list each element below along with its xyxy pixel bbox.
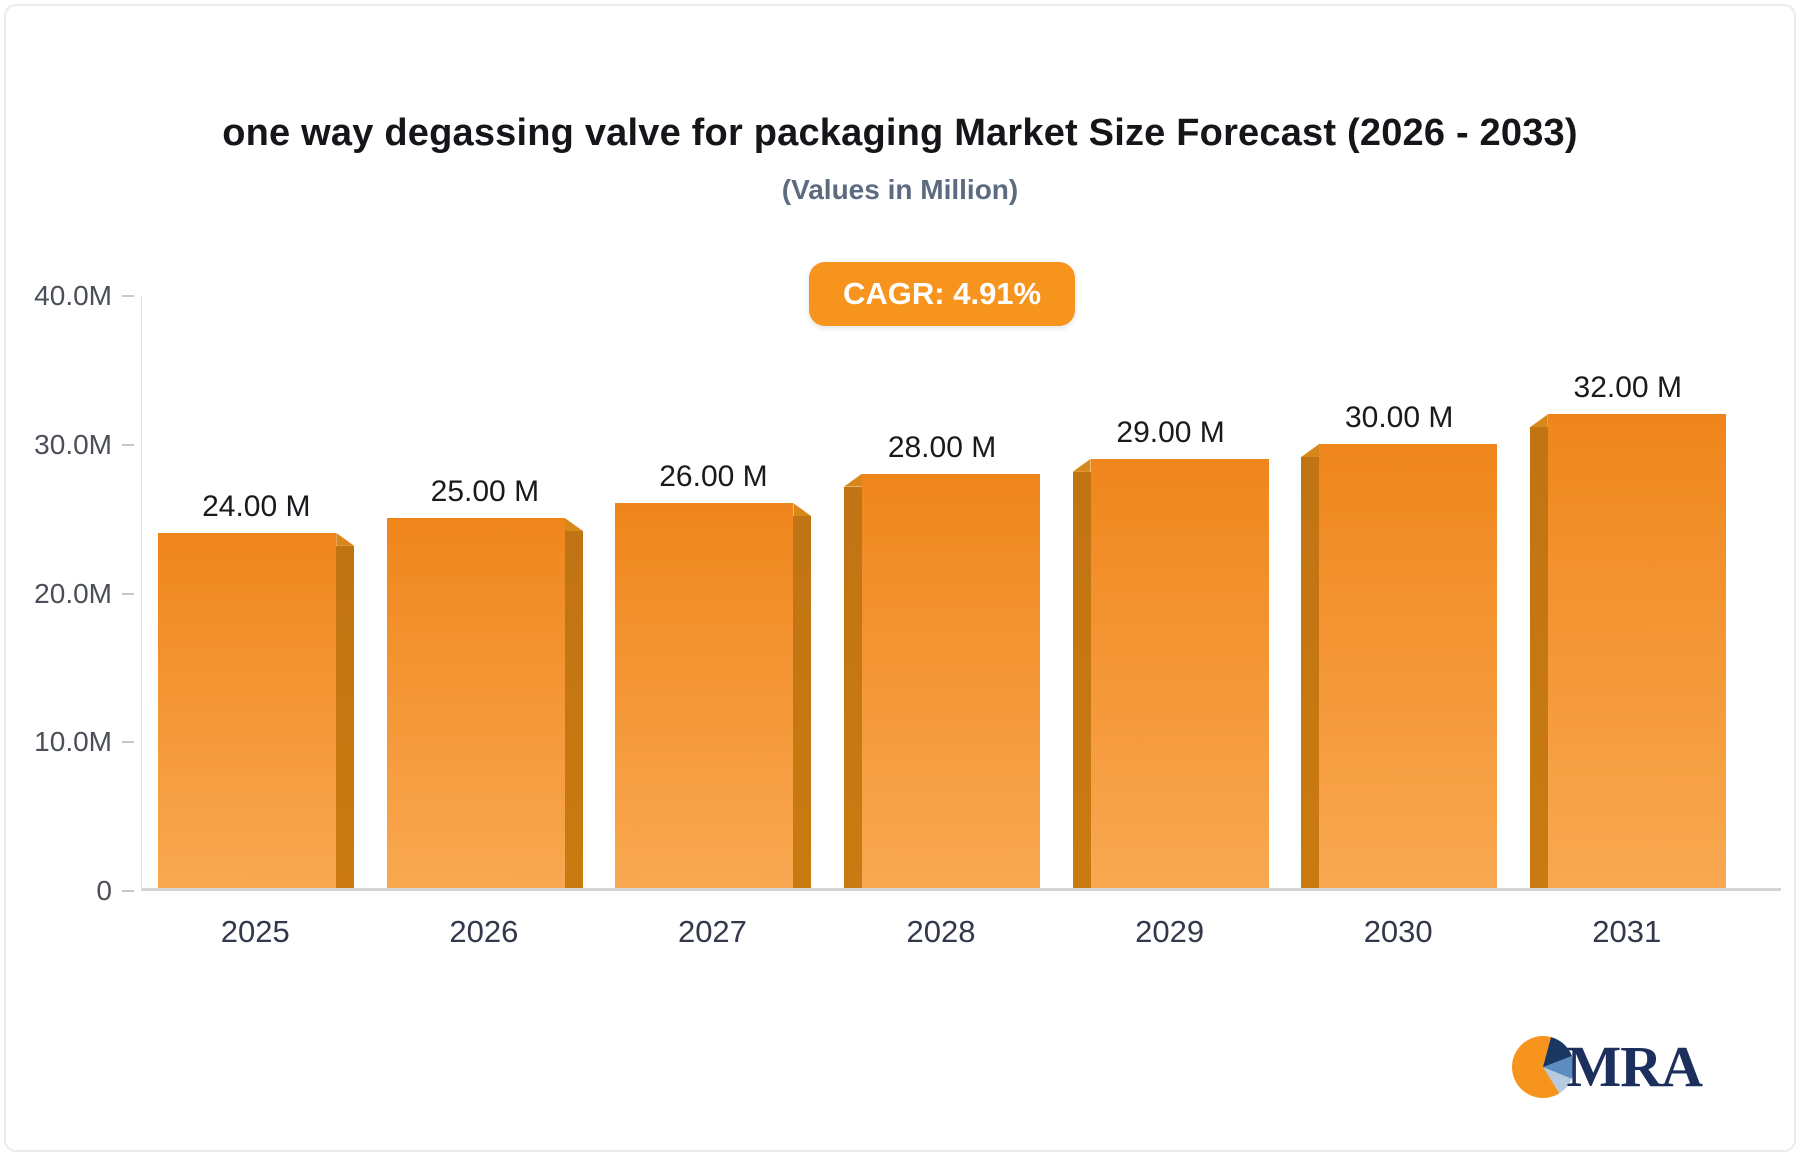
y-tick-label: 20.0M — [34, 577, 112, 609]
bars-container: 24.00 M 25.00 M 26.00 M 28.00 M 29.00 M 30.00… — [142, 296, 1742, 888]
bar-front-face — [1547, 414, 1726, 888]
bar-group-2029: 29.00 M — [1056, 296, 1285, 888]
bar-group-2026: 25.00 M — [371, 296, 600, 888]
y-tick-mark — [122, 592, 134, 595]
y-tick-10.0M: 10.0M — [34, 726, 134, 758]
y-tick-mark — [122, 741, 134, 744]
bar-value-label-2029: 29.00 M — [1116, 415, 1225, 449]
bar-2031 — [1529, 414, 1726, 888]
bar-side-face — [844, 486, 863, 888]
plot-area: 24.00 M 25.00 M 26.00 M 28.00 M 29.00 M 30.00… — [141, 296, 1781, 891]
brand-logo: MRA — [1512, 1034, 1703, 1099]
bar-value-label-2028: 28.00 M — [887, 430, 997, 464]
y-tick-mark — [122, 295, 134, 297]
chart-subtitle: (Values in Million) — [781, 174, 1019, 205]
y-tick-label: 30.0M — [34, 428, 112, 460]
bar-group-2028: 28.00 M — [828, 296, 1057, 888]
y-tick-mark — [122, 443, 134, 446]
bar-top-face — [1072, 458, 1091, 472]
y-tick-40.0M: 40.0M — [34, 280, 134, 312]
y-tick-30.0M: 30.0M — [34, 429, 134, 461]
page-title: one way degassing valve for packaging Ma… — [222, 112, 1578, 154]
bar-front-face — [1090, 458, 1269, 888]
x-axis-label-2028: 2028 — [906, 914, 976, 949]
bar-group-2025: 24.00 M — [142, 296, 371, 888]
bar-side-face — [336, 545, 355, 888]
bar-front-face — [386, 518, 565, 888]
x-axis-label-2027: 2027 — [677, 914, 747, 949]
y-axis: 0 10.0M 20.0M 30.0M 40.0M — [6, 280, 134, 906]
bar-side-face — [1529, 427, 1548, 888]
brand-logo-text: MRA — [1566, 1034, 1703, 1099]
bar-side-face — [1072, 471, 1091, 888]
x-axis-label-2025: 2025 — [220, 914, 290, 949]
y-tick-0: 0 — [96, 875, 134, 907]
bar-2030 — [1301, 444, 1498, 888]
bar-side-face — [793, 516, 812, 888]
y-tick-mark — [122, 890, 134, 892]
x-axis-label-2030: 2030 — [1363, 914, 1433, 949]
y-tick-20.0M: 20.0M — [34, 578, 134, 610]
pie-chart-logo-icon — [1512, 1036, 1575, 1098]
bar-value-label-2025: 24.00 M — [202, 489, 311, 523]
bar-2025 — [158, 532, 355, 888]
bar-front-face — [158, 532, 337, 888]
bar-value-label-2026: 25.00 M — [430, 475, 540, 508]
y-tick-label: 40.0M — [34, 280, 112, 311]
x-axis: 2025 2026 2027 2028 2029 2030 2031 — [141, 894, 1741, 950]
bar-top-face — [793, 503, 812, 517]
bar-value-label-2030: 30.00 M — [1344, 401, 1454, 434]
y-tick-label: 10.0M — [34, 726, 112, 758]
bar-front-face — [862, 473, 1041, 888]
chart-card: one way degassing valve for packaging Ma… — [4, 4, 1796, 1152]
bar-group-2027: 26.00 M — [599, 296, 828, 888]
bar-2028 — [844, 473, 1041, 888]
bar-2029 — [1072, 458, 1269, 888]
bar-side-face — [1301, 457, 1320, 888]
bar-2026 — [386, 518, 583, 888]
x-axis-label-2026: 2026 — [449, 914, 519, 949]
cagr-badge: CAGR: 4.91% — [809, 262, 1076, 326]
bar-top-face — [564, 518, 583, 531]
x-axis-label-2031: 2031 — [1592, 914, 1662, 949]
bar-2027 — [615, 503, 812, 888]
bar-group-2030: 30.00 M — [1285, 296, 1514, 888]
bar-top-face — [844, 473, 863, 487]
bar-top-face — [1301, 444, 1320, 457]
bar-value-label-2031: 32.00 M — [1573, 371, 1682, 405]
bar-top-face — [336, 532, 355, 546]
bar-group-2031: 32.00 M — [1513, 296, 1742, 888]
x-axis-label-2029: 2029 — [1135, 914, 1205, 949]
bar-side-face — [564, 531, 583, 888]
bar-front-face — [1319, 444, 1498, 888]
bar-front-face — [615, 503, 794, 888]
y-tick-label: 0 — [96, 875, 112, 906]
bar-value-label-2027: 26.00 M — [659, 460, 768, 494]
bar-top-face — [1529, 414, 1548, 428]
